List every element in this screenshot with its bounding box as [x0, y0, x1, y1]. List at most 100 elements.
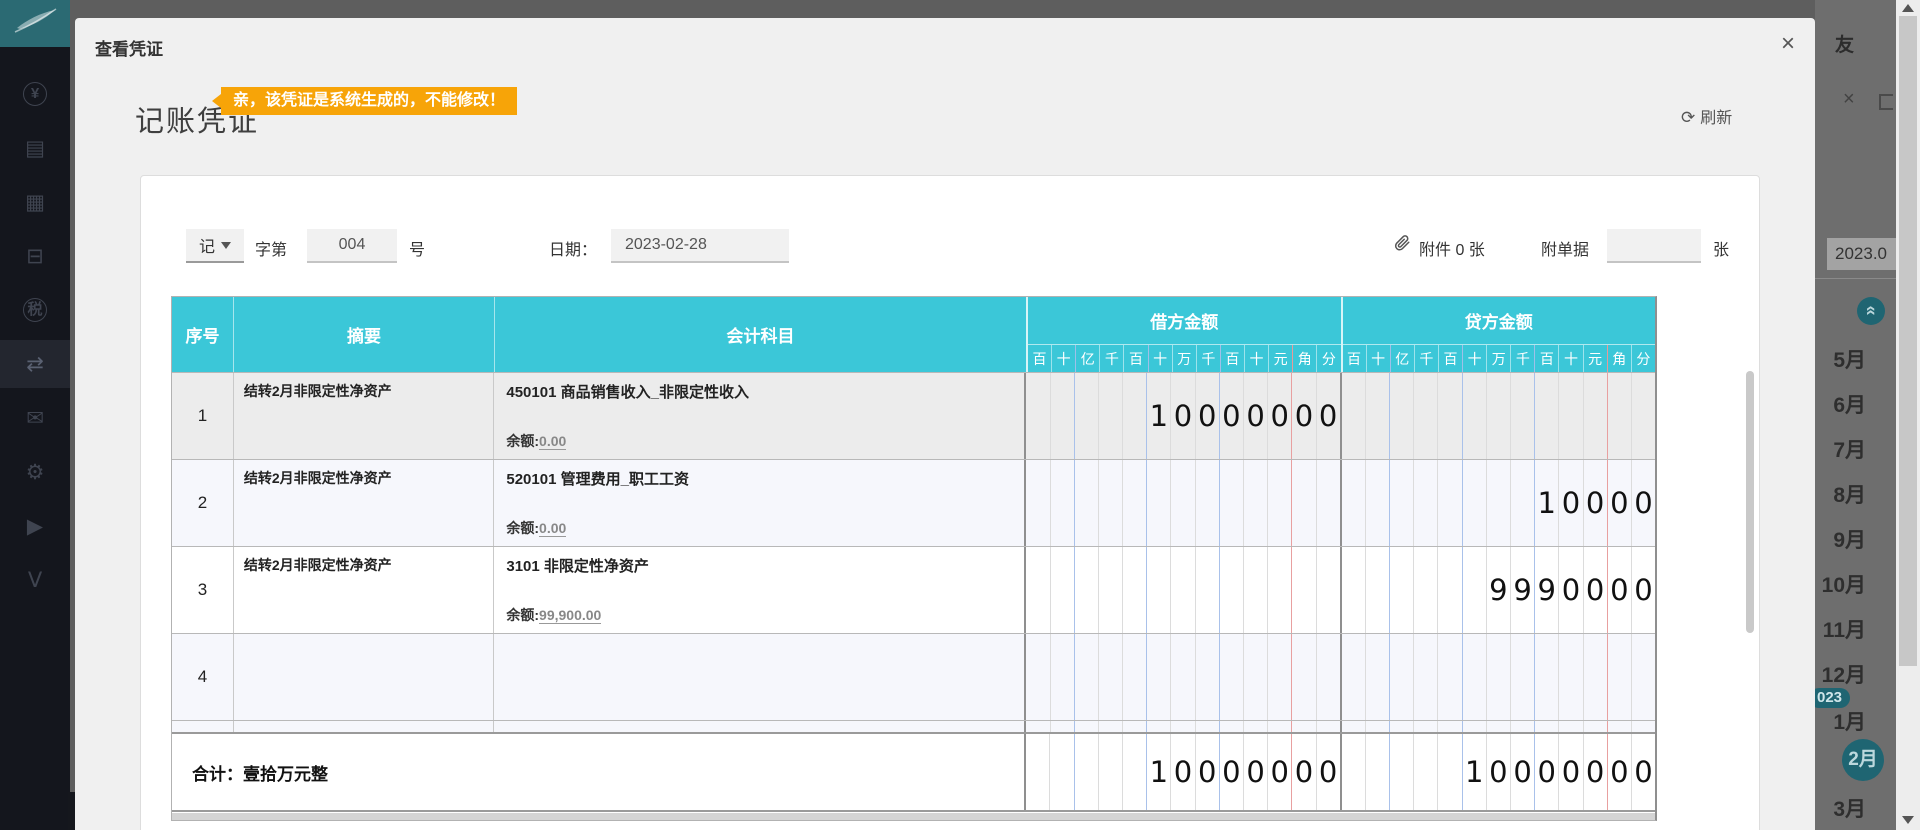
balance-value[interactable]: 99,900.00 [539, 607, 602, 624]
month-tab-12月[interactable]: 12月 [1821, 664, 1866, 687]
debit-digit [1099, 373, 1124, 459]
header-debit: 借方金额 [1028, 297, 1341, 345]
balance-value[interactable]: 0.00 [539, 433, 567, 450]
debit-digit: 0 [1268, 373, 1293, 459]
empty-digit [1414, 721, 1439, 732]
table-horizontal-scrollbar[interactable] [172, 813, 1655, 820]
credit-digit [1438, 460, 1463, 546]
sidebar-item-report[interactable]: ▦ [0, 178, 70, 226]
credit-digit [1463, 634, 1487, 720]
year-badge: 023 [1809, 688, 1851, 708]
digit-label: 十 [1149, 345, 1173, 372]
debit-digit [1147, 634, 1172, 720]
debit-digit [1123, 460, 1148, 546]
empty-digit [1075, 721, 1099, 732]
empty-digit [1317, 721, 1340, 732]
page-scrollbar[interactable] [1896, 0, 1920, 830]
scrollbar-down-arrow-icon[interactable] [1902, 816, 1914, 824]
account-name: 450101 商品销售收入_非限定性收入 [506, 384, 749, 401]
month-tab-6月[interactable]: 6月 [1833, 394, 1866, 417]
credit-digit [1438, 634, 1463, 720]
month-tab-2月[interactable]: 2月 [1842, 739, 1884, 781]
table-vertical-scrollbar[interactable] [1746, 371, 1754, 633]
settings-gear-icon: ⚙ [25, 460, 45, 484]
month-tab-9月[interactable]: 9月 [1833, 529, 1866, 552]
empty-digit [1608, 721, 1632, 732]
empty-digit [1584, 721, 1608, 732]
attachment-link[interactable]: 附件 0 张 [1419, 242, 1485, 259]
background-partial-text: 友 [1835, 35, 1855, 56]
credit-digit [1342, 547, 1366, 633]
header-credit: 贷方金额 [1342, 297, 1655, 345]
credit-digit [1535, 634, 1560, 720]
credit-digit [1390, 373, 1415, 459]
sidebar-item-inbox[interactable]: ✉ [0, 394, 70, 442]
total-debit-digit: 0 [1292, 734, 1317, 810]
month-tab-5月[interactable]: 5月 [1833, 349, 1866, 372]
month-tab-7月[interactable]: 7月 [1833, 439, 1866, 462]
empty-digit [1196, 721, 1220, 732]
digit-label: 分 [1321, 350, 1336, 367]
debit-digit [1051, 634, 1075, 720]
debit-digit [1075, 547, 1099, 633]
month-tab-11月[interactable]: 11月 [1822, 619, 1866, 642]
credit-digit [1632, 634, 1655, 720]
total-credit-digit: 0 [1608, 734, 1632, 810]
sidebar-item-tax[interactable]: 税 [0, 286, 70, 334]
month-tab-10月[interactable]: 10月 [1821, 574, 1866, 597]
total-debit-digit [1099, 734, 1124, 810]
digit-label: 亿 [1076, 345, 1101, 372]
credit-digit: 0 [1584, 460, 1608, 546]
sidebar-item-video-tutorial[interactable]: ▶ [0, 502, 70, 550]
debit-digit [1099, 634, 1124, 720]
credit-digit [1342, 460, 1366, 546]
background-partial-frame [1879, 94, 1893, 110]
credit-digit: 9 [1511, 547, 1536, 633]
sidebar-item-money-bag[interactable]: ¥ [0, 70, 70, 118]
digit-label: 千 [1100, 345, 1125, 372]
report-icon: ▦ [25, 190, 45, 214]
total-credit-digit: 0 [1487, 734, 1511, 810]
voucher-number-input[interactable]: 004 [307, 229, 397, 263]
account-name: 520101 管理费用_职工工资 [506, 471, 689, 488]
empty-digit [1390, 721, 1415, 732]
date-label: 日期： [549, 242, 598, 259]
system-generated-notice: 亲，该凭证是系统生成的，不能修改！ [211, 87, 518, 115]
sidebar-item-invoice[interactable]: ▤ [0, 124, 70, 172]
sidebar-item-brand-v[interactable]: Ⅴ [0, 556, 70, 604]
sidebar-item-carryover[interactable]: ⇄ [0, 340, 70, 388]
digit-label: 十 [1367, 345, 1391, 372]
sidebar-item-cashier[interactable]: ⊟ [0, 232, 70, 280]
credit-digit [1342, 634, 1366, 720]
modal-close-button[interactable]: × [1780, 30, 1795, 57]
scrollbar-up-arrow-icon[interactable] [1902, 4, 1914, 12]
scrollbar-thumb[interactable] [1899, 16, 1917, 666]
month-tab-3月[interactable]: 3月 [1833, 798, 1866, 821]
refresh-button[interactable]: ⟳ 刷新 [1681, 108, 1733, 127]
empty-digit [1171, 721, 1196, 732]
receipts-input[interactable] [1607, 229, 1701, 263]
period-picker-input[interactable]: 2023.0 [1827, 238, 1896, 270]
sidebar-logo [0, 0, 70, 47]
balance-value[interactable]: 0.00 [539, 520, 567, 537]
digit-label: 百 [1028, 345, 1053, 372]
date-input[interactable]: 2023-02-28 [611, 229, 789, 263]
months-scroll-up-button[interactable]: « [1857, 297, 1885, 325]
row-seq: 3 [172, 547, 234, 633]
credit-digit [1487, 634, 1511, 720]
tax-icon: 税 [23, 298, 47, 322]
month-tab-1月[interactable]: 1月 [1833, 711, 1866, 734]
sidebar-item-settings-gear[interactable]: ⚙ [0, 448, 70, 496]
credit-digit [1366, 460, 1391, 546]
empty-amount [1024, 721, 1339, 732]
voucher-type-select[interactable]: 记 [186, 229, 244, 263]
credit-digit [1366, 547, 1391, 633]
debit-digit [1147, 460, 1172, 546]
row-seq: 4 [172, 634, 234, 720]
month-tab-8月[interactable]: 8月 [1833, 484, 1866, 507]
credit-digit [1463, 373, 1487, 459]
